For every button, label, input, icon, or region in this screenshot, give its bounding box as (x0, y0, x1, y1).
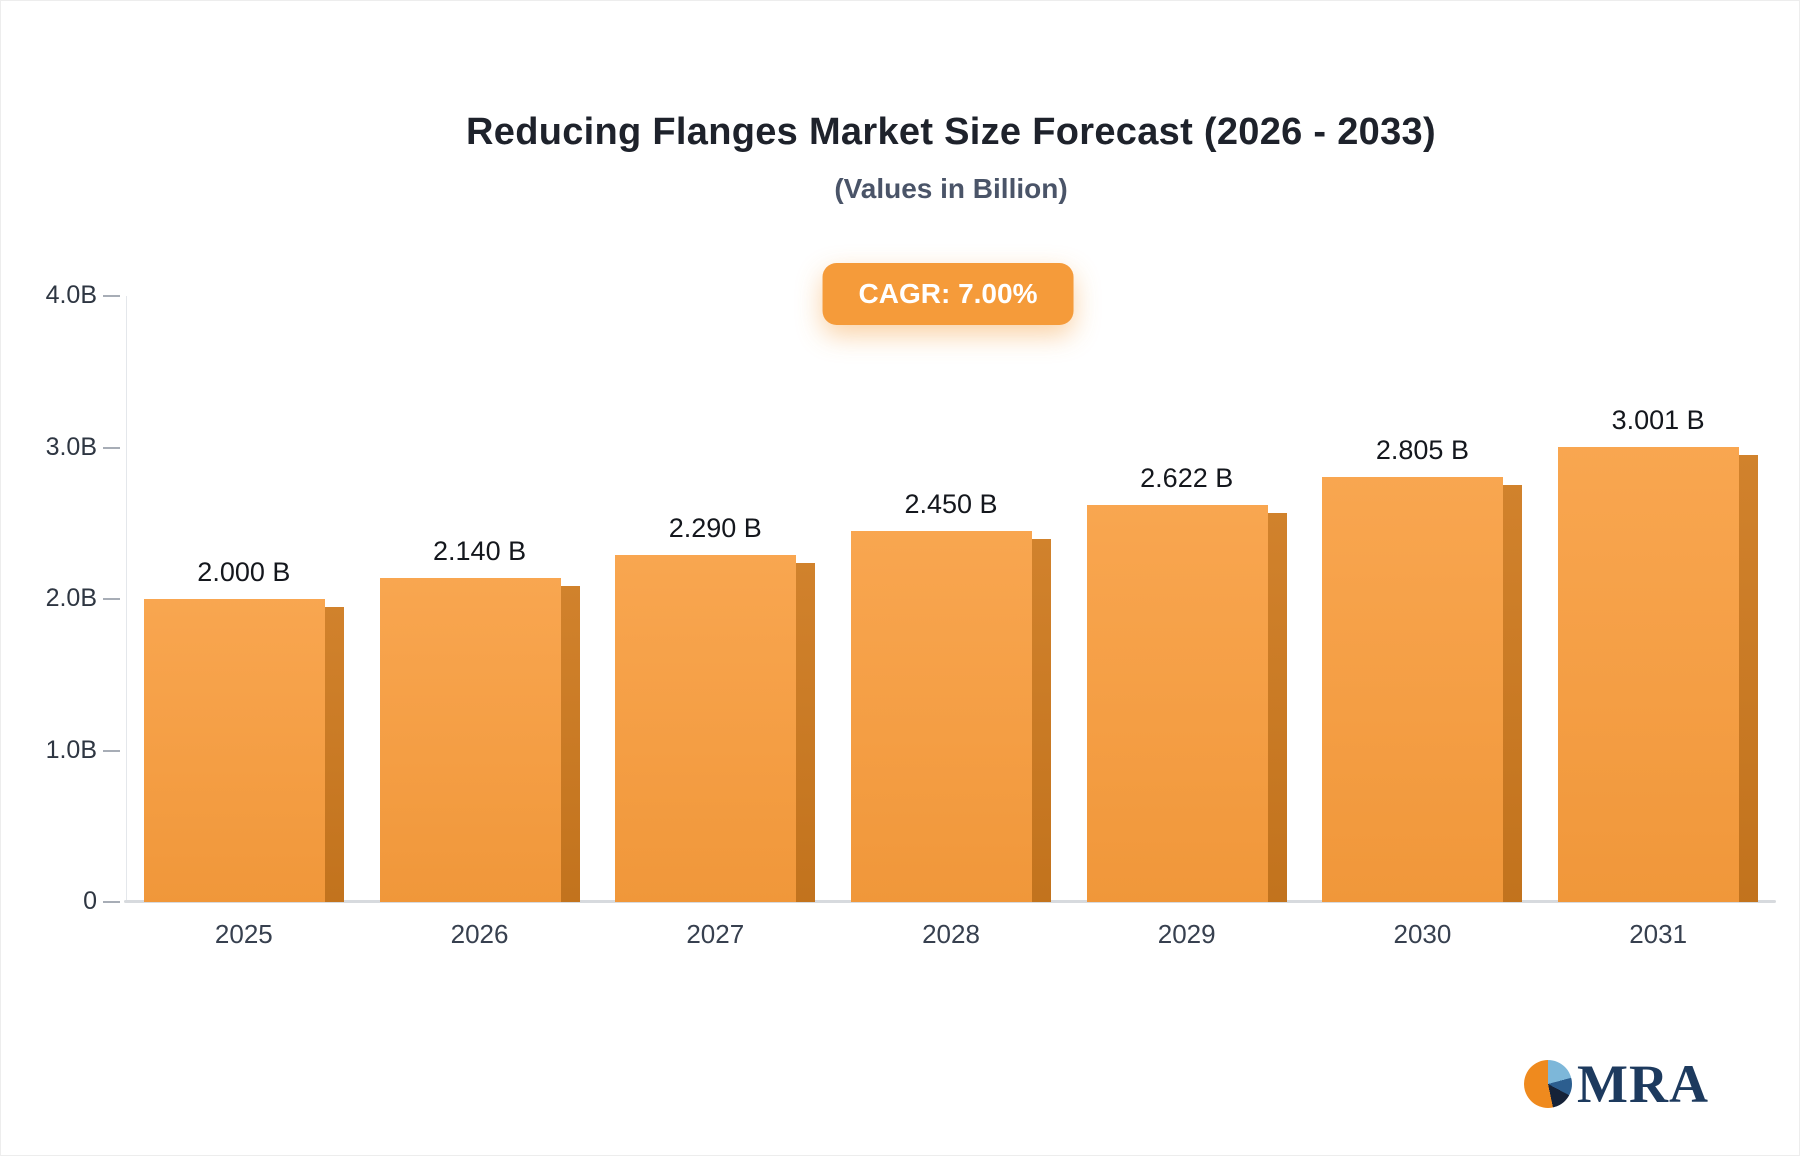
y-axis-label: 2.0B (45, 584, 97, 612)
y-axis-tick (103, 446, 120, 449)
bar-side-face (796, 563, 816, 902)
y-axis-label: 0 (83, 887, 97, 915)
bar-value-label: 2.450 B (904, 488, 998, 519)
y-axis-tick (103, 901, 120, 903)
bar (379, 577, 561, 902)
y-axis-label: 4.0B (45, 281, 97, 309)
brand-logo-text: MRA (1577, 1054, 1709, 1114)
x-axis-label: 2028 (922, 919, 980, 949)
bar-value-label: 2.290 B (668, 513, 762, 544)
bar (851, 530, 1032, 902)
y-axis-label: 1.0B (45, 735, 97, 764)
y-axis-tick (103, 295, 120, 297)
y-axis-tick (103, 749, 120, 752)
bar-value-label: 2.140 B (433, 535, 527, 566)
x-axis-label: 2025 (214, 919, 273, 949)
y-axis-tick (103, 598, 120, 600)
bar-side-face (1032, 538, 1051, 902)
bar-side-face (324, 607, 344, 902)
y-axis-label: 3.0B (45, 432, 97, 461)
bar (615, 555, 797, 902)
brand-logo: MRA (1524, 1057, 1709, 1111)
bar-side-face (1739, 455, 1759, 902)
bar (1558, 447, 1740, 902)
y-axis-line (126, 296, 127, 902)
bar-value-label: 3.001 B (1611, 405, 1705, 436)
chart-subtitle: (Values in Billion) (834, 173, 1068, 204)
bar-value-label: 2.622 B (1140, 462, 1234, 493)
bar-side-face (1503, 485, 1523, 902)
bar (1322, 477, 1504, 902)
bar-value-label: 2.805 B (1375, 435, 1469, 466)
x-axis-label: 2030 (1393, 919, 1452, 949)
x-axis-label: 2027 (686, 919, 745, 949)
cagr-badge: CAGR: 7.00% (822, 263, 1074, 325)
x-axis-label: 2026 (450, 919, 509, 949)
bar (1086, 504, 1268, 902)
bar-value-label: 2.000 B (197, 557, 291, 587)
bar-side-face (1267, 512, 1287, 902)
bar (143, 599, 325, 902)
x-axis-label: 2029 (1157, 919, 1216, 949)
pie-chart-logo-icon (1524, 1060, 1573, 1108)
bar-side-face (560, 585, 580, 902)
chart-title: Reducing Flanges Market Size Forecast (2… (466, 111, 1436, 153)
x-axis-label: 2031 (1629, 919, 1688, 949)
